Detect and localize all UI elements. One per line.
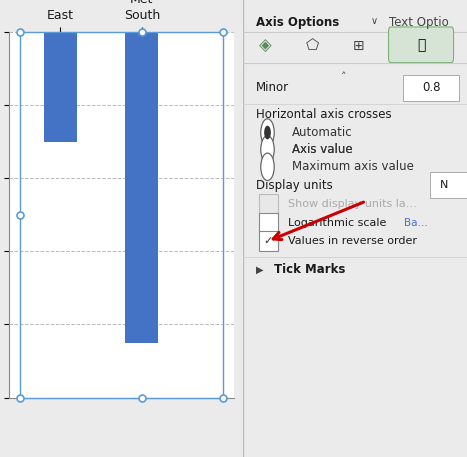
Text: Display units: Display units bbox=[256, 179, 333, 191]
FancyBboxPatch shape bbox=[259, 213, 277, 233]
Circle shape bbox=[264, 126, 271, 139]
Text: Axis value: Axis value bbox=[292, 143, 353, 156]
Text: Minor: Minor bbox=[256, 81, 290, 94]
Text: ⊞: ⊞ bbox=[353, 39, 364, 53]
FancyBboxPatch shape bbox=[259, 194, 277, 214]
Text: Horizontal axis crosses: Horizontal axis crosses bbox=[256, 108, 392, 121]
FancyBboxPatch shape bbox=[403, 75, 459, 101]
Text: Axis Options: Axis Options bbox=[256, 16, 340, 29]
Text: Logarithmic scale: Logarithmic scale bbox=[288, 218, 386, 228]
Text: ∨: ∨ bbox=[371, 16, 378, 26]
Text: ✓: ✓ bbox=[263, 236, 273, 246]
Text: Show display units la…: Show display units la… bbox=[288, 199, 417, 209]
Text: 📊: 📊 bbox=[417, 39, 425, 53]
FancyBboxPatch shape bbox=[389, 27, 453, 63]
Text: ◈: ◈ bbox=[259, 37, 271, 55]
Text: Text Optio: Text Optio bbox=[389, 16, 448, 29]
Text: Values in reverse order: Values in reverse order bbox=[288, 236, 417, 246]
Text: Automatic: Automatic bbox=[292, 126, 353, 139]
Text: ˄: ˄ bbox=[341, 72, 347, 82]
Text: Met: Met bbox=[130, 0, 154, 6]
Text: ▶: ▶ bbox=[256, 265, 264, 275]
Text: Ba…: Ba… bbox=[404, 218, 428, 228]
Text: 0.8: 0.8 bbox=[422, 81, 440, 94]
Text: Maximum axis value: Maximum axis value bbox=[292, 160, 414, 173]
FancyBboxPatch shape bbox=[430, 172, 467, 198]
Circle shape bbox=[261, 136, 274, 163]
Text: ⬠: ⬠ bbox=[305, 38, 319, 53]
Text: Axis value: Axis value bbox=[292, 143, 353, 156]
Circle shape bbox=[261, 153, 274, 181]
Circle shape bbox=[261, 119, 274, 146]
FancyBboxPatch shape bbox=[259, 231, 277, 251]
Bar bbox=[44, 32, 77, 142]
Text: N: N bbox=[440, 180, 448, 190]
Bar bbox=[126, 32, 158, 343]
Text: Tick Marks: Tick Marks bbox=[274, 263, 346, 276]
